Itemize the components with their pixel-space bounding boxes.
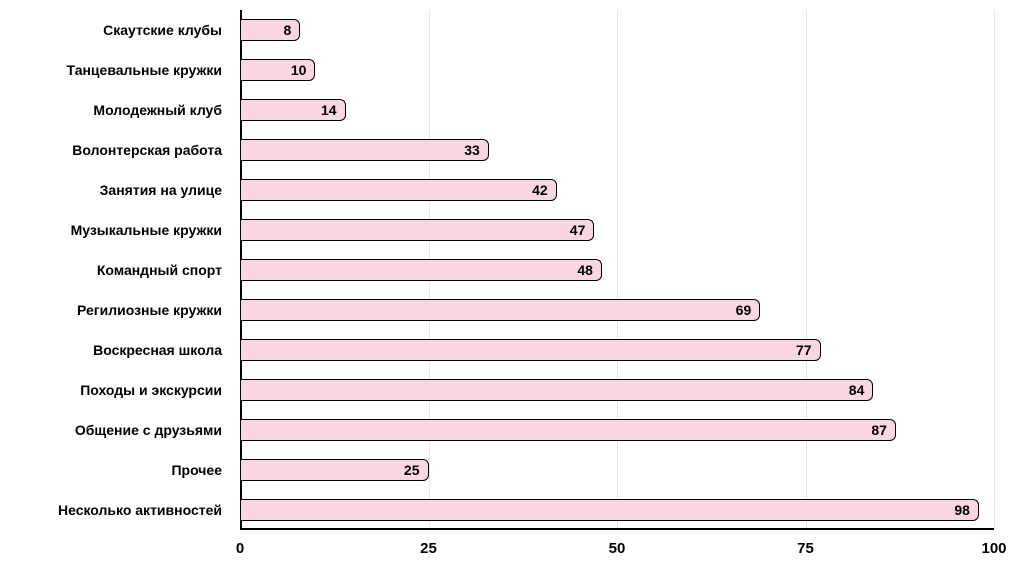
bar-value-label: 42 [532,182,548,198]
x-tick-label: 50 [609,540,626,557]
bar-row: Волонтерская работа 33 [240,130,994,170]
x-tick-label: 100 [981,540,1006,557]
bar-category-label: Командный спорт [97,262,240,278]
bar-row: Скаутские клубы 8 [240,10,994,50]
bar: 47 [240,219,594,241]
bar-row: Общение с друзьями 87 [240,410,994,450]
x-tick-label: 25 [420,540,437,557]
bar-category-label: Прочее [171,462,240,478]
activities-bar-chart: 0 25 50 75 100 Скаутские клубы 8 Танцева… [0,0,1024,586]
bars-container: Скаутские клубы 8 Танцевальные кружки 10… [240,10,994,530]
bar-value-label: 10 [291,62,307,78]
bar-value-label: 69 [736,302,752,318]
bar-value-label: 8 [284,22,292,38]
bar: 87 [240,419,896,441]
bar-row: Танцевальные кружки 10 [240,50,994,90]
bar-category-label: Общение с друзьями [75,422,240,438]
bar: 77 [240,339,821,361]
bar-row: Несколько активностей 98 [240,490,994,530]
bar-category-label: Молодежный клуб [93,102,240,118]
x-tick-label: 75 [797,540,814,557]
bar-value-label: 33 [464,142,480,158]
bar-category-label: Танцевальные кружки [66,62,240,78]
bar-category-label: Скаутские клубы [103,22,240,38]
bar-row: Музыкальные кружки 47 [240,210,994,250]
bar-value-label: 98 [954,502,970,518]
bar-value-label: 47 [570,222,586,238]
bar: 98 [240,499,979,521]
bar-row: Командный спорт 48 [240,250,994,290]
bar-category-label: Занятия на улице [100,182,240,198]
grid-line [994,10,995,530]
bar-category-label: Волонтерская работа [72,142,240,158]
bar-category-label: Регилиозные кружки [77,302,240,318]
bar-row: Походы и экскурсии 84 [240,370,994,410]
bar-row: Регилиозные кружки 69 [240,290,994,330]
bar-row: Прочее 25 [240,450,994,490]
bar-row: Молодежный клуб 14 [240,90,994,130]
bar: 25 [240,459,429,481]
bar-value-label: 48 [577,262,593,278]
bar-category-label: Музыкальные кружки [71,222,240,238]
bar: 42 [240,179,557,201]
x-tick-label: 0 [236,540,244,557]
bar: 10 [240,59,315,81]
bar-value-label: 77 [796,342,812,358]
bar: 84 [240,379,873,401]
bar: 48 [240,259,602,281]
bar-category-label: Несколько активностей [58,502,240,518]
bar-category-label: Походы и экскурсии [80,382,240,398]
bar: 69 [240,299,760,321]
plot-area: 0 25 50 75 100 Скаутские клубы 8 Танцева… [240,10,994,530]
bar-value-label: 14 [321,102,337,118]
bar: 14 [240,99,346,121]
bar-value-label: 84 [849,382,865,398]
bar-row: Воскресная школа 77 [240,330,994,370]
bar: 33 [240,139,489,161]
bar: 8 [240,19,300,41]
bar-category-label: Воскресная школа [93,342,240,358]
bar-row: Занятия на улице 42 [240,170,994,210]
bar-value-label: 87 [871,422,887,438]
bar-value-label: 25 [404,462,420,478]
